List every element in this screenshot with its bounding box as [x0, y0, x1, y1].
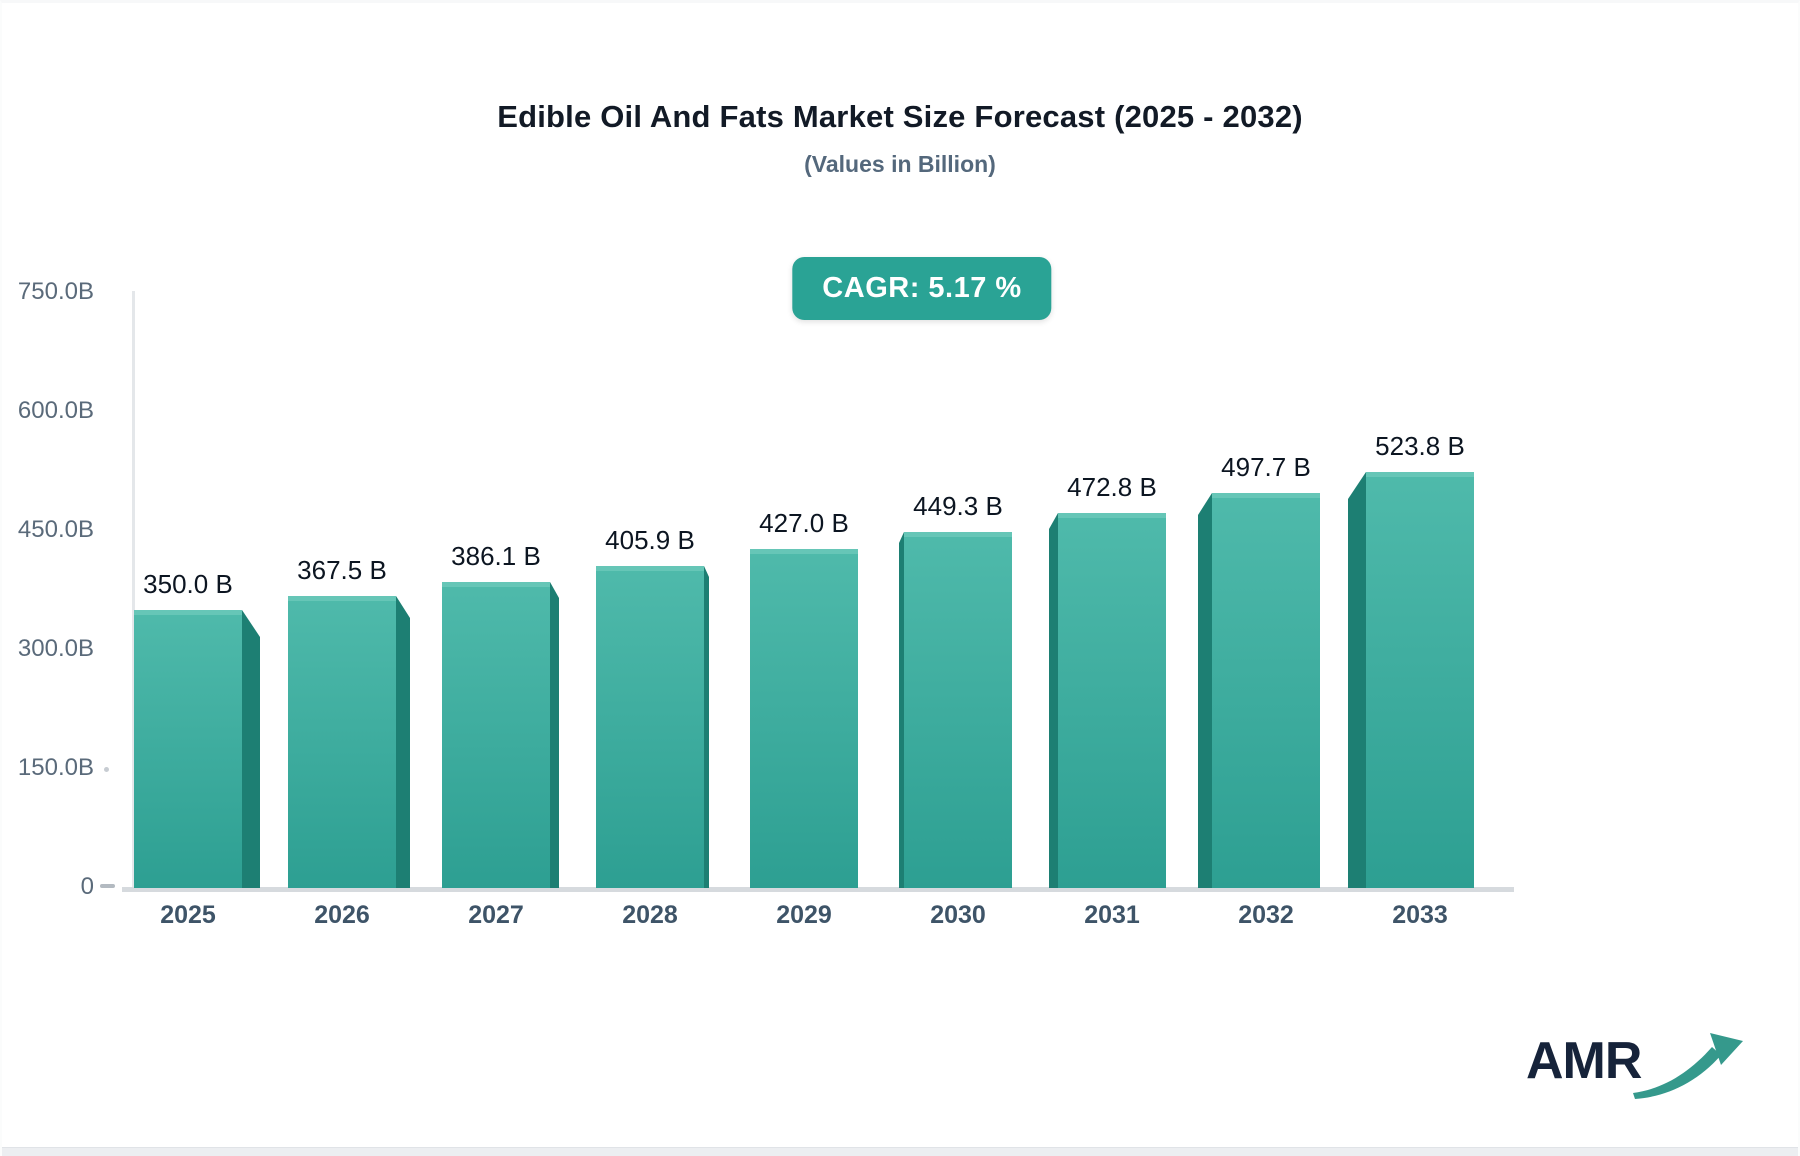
bar-value-label-2025: 350.0 B — [143, 569, 233, 599]
bar-3d-side-2031 — [1049, 513, 1058, 888]
bar-3d-side-2033 — [1348, 472, 1366, 888]
bar-2029 — [750, 549, 858, 888]
bar-2033 — [1366, 472, 1474, 888]
x-axis-label-2028: 2028 — [622, 901, 678, 929]
bar-2032 — [1212, 493, 1320, 888]
bar-2031 — [1058, 513, 1166, 888]
bar-top-highlight — [904, 532, 1012, 537]
bar-2028 — [596, 566, 704, 888]
x-axis-label-2030: 2030 — [930, 901, 986, 929]
x-axis-label-2033: 2033 — [1392, 901, 1448, 929]
bar-top-highlight — [750, 549, 858, 554]
x-axis-label-2032: 2032 — [1238, 901, 1294, 929]
y-axis-line — [132, 291, 135, 888]
bar-top-highlight — [1058, 513, 1166, 518]
bar-2030 — [904, 532, 1012, 888]
bar-3d-side-2028 — [704, 566, 709, 888]
y-axis-tick-label: 750.0B — [17, 278, 94, 305]
bar-2025 — [134, 610, 242, 888]
amr-logo: AMR — [1526, 1032, 1749, 1109]
x-axis-label-2031: 2031 — [1084, 901, 1140, 929]
bar-value-label-2032: 497.7 B — [1221, 452, 1311, 482]
y-axis-tick-label: 600.0B — [17, 397, 94, 424]
bar-3d-side-2030 — [899, 532, 904, 888]
x-axis-label-2029: 2029 — [776, 901, 832, 929]
bar-top-highlight — [134, 610, 242, 615]
bar-2027 — [442, 582, 550, 888]
x-axis-label-2027: 2027 — [468, 901, 524, 929]
bar-value-label-2026: 367.5 B — [297, 555, 387, 585]
bar-value-label-2031: 472.8 B — [1067, 472, 1157, 502]
bottom-edge-strip — [2, 1147, 1798, 1156]
cagr-badge: CAGR: 5.17 % — [792, 257, 1052, 320]
x-axis-label-2025: 2025 — [160, 901, 216, 929]
bar-value-label-2030: 449.3 B — [913, 491, 1003, 521]
y-axis-tick-label: 0 — [80, 873, 94, 900]
bar-2026 — [288, 596, 396, 888]
bar-value-label-2029: 427.0 B — [759, 508, 849, 538]
bar-top-highlight — [1212, 493, 1320, 498]
y-axis-tick-label: 300.0B — [17, 635, 94, 662]
x-axis-label-2026: 2026 — [314, 901, 370, 929]
amr-logo-text: AMR — [1526, 1032, 1642, 1090]
x-axis-baseline — [122, 887, 1514, 892]
y-axis-tick-label: 450.0B — [17, 516, 94, 543]
bar-top-highlight — [596, 566, 704, 571]
y-axis-tick-label: 150.0B — [17, 754, 94, 781]
bar-top-highlight — [288, 596, 396, 601]
bar-value-label-2028: 405.9 B — [605, 525, 695, 555]
chart-subtitle: (Values in Billion) — [804, 151, 996, 177]
bar-3d-side-2025 — [242, 610, 260, 888]
growth-arrow-icon — [1633, 1033, 1744, 1099]
zero-tick-mark — [100, 884, 115, 888]
bar-3d-side-2027 — [550, 582, 559, 888]
tick-dot-150 — [104, 767, 109, 772]
bar-3d-side-2026 — [396, 596, 410, 888]
bar-value-label-2027: 386.1 B — [451, 541, 541, 571]
bar-3d-side-2032 — [1198, 493, 1212, 888]
bar-top-highlight — [1366, 472, 1474, 477]
chart-title: Edible Oil And Fats Market Size Forecast… — [497, 99, 1303, 134]
bar-value-label-2033: 523.8 B — [1375, 431, 1465, 461]
bar-top-highlight — [442, 582, 550, 587]
